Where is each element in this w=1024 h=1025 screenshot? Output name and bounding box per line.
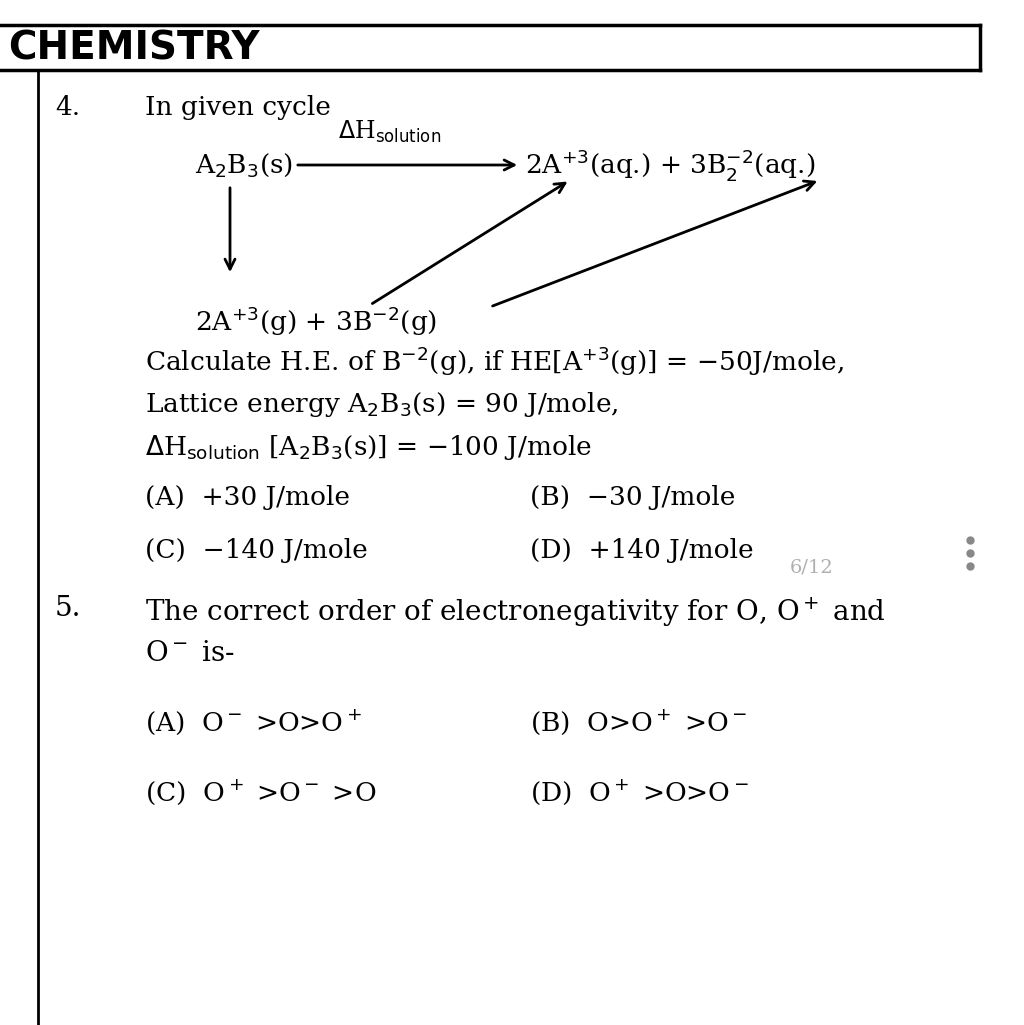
Text: 6/12: 6/12 bbox=[790, 558, 834, 576]
Text: 2A$^{+3}$(g) + 3B$^{-2}$(g): 2A$^{+3}$(g) + 3B$^{-2}$(g) bbox=[195, 305, 437, 338]
Text: (A)  +30 J/mole: (A) +30 J/mole bbox=[145, 485, 350, 510]
Text: 2A$^{+3}$(aq.) + 3B$_2^{-2}$(aq.): 2A$^{+3}$(aq.) + 3B$_2^{-2}$(aq.) bbox=[525, 147, 815, 183]
Text: Lattice energy A$_2$B$_3$(s) = 90 J/mole,: Lattice energy A$_2$B$_3$(s) = 90 J/mole… bbox=[145, 390, 618, 419]
Text: (A)  O$^-$ >O>O$^+$: (A) O$^-$ >O>O$^+$ bbox=[145, 707, 362, 737]
Text: (B)  O>O$^+$ >O$^-$: (B) O>O$^+$ >O$^-$ bbox=[530, 707, 748, 737]
Text: The correct order of electronegativity for O, O$^+$ and: The correct order of electronegativity f… bbox=[145, 594, 886, 628]
Text: $\Delta$H$_{\rm solution}$: $\Delta$H$_{\rm solution}$ bbox=[338, 119, 441, 145]
Text: (C)  −140 J/mole: (C) −140 J/mole bbox=[145, 538, 368, 563]
Text: (D)  O$^+$ >O>O$^-$: (D) O$^+$ >O>O$^-$ bbox=[530, 777, 750, 807]
Text: (C)  O$^+$ >O$^-$ >O: (C) O$^+$ >O$^-$ >O bbox=[145, 777, 377, 807]
Text: Calculate H.E. of B$^{-2}$(g), if HE[A$^{+3}$(g)] = $-$50J/mole,: Calculate H.E. of B$^{-2}$(g), if HE[A$^… bbox=[145, 345, 844, 378]
Text: CHEMISTRY: CHEMISTRY bbox=[8, 29, 259, 67]
Text: $\Delta$H$_{\rm solution}$ [A$_2$B$_3$(s)] = $-$100 J/mole: $\Delta$H$_{\rm solution}$ [A$_2$B$_3$(s… bbox=[145, 433, 592, 462]
Text: A$_2$B$_3$(s): A$_2$B$_3$(s) bbox=[195, 151, 293, 179]
Text: (B)  −30 J/mole: (B) −30 J/mole bbox=[530, 485, 735, 510]
Text: O$^-$ is-: O$^-$ is- bbox=[145, 640, 234, 667]
Text: 5.: 5. bbox=[55, 594, 82, 622]
Text: In given cycle: In given cycle bbox=[145, 95, 331, 120]
Text: (D)  +140 J/mole: (D) +140 J/mole bbox=[530, 538, 754, 563]
Text: 4.: 4. bbox=[55, 95, 80, 120]
